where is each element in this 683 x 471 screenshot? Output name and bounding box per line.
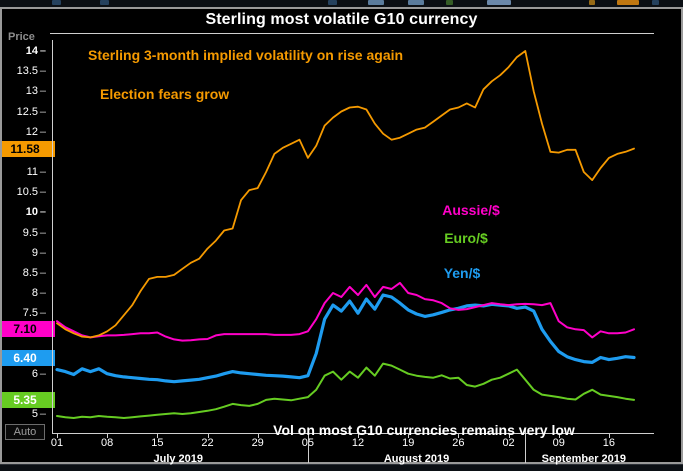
aussie-price-badge[interactable]: 7.10 bbox=[2, 321, 55, 338]
toolbar-icon-0[interactable] bbox=[52, 0, 61, 5]
x-tick-mark bbox=[508, 434, 510, 438]
x-tick-label-01: 01 bbox=[50, 437, 64, 449]
x-tick-mark bbox=[608, 434, 610, 438]
chart-panel bbox=[0, 7, 683, 464]
y-tick-7-5: 7.5– bbox=[22, 307, 46, 320]
y-tick-9-5: 9.5– bbox=[22, 226, 46, 239]
x-tick-label-22: 22 bbox=[201, 437, 214, 449]
legend-item-aussie: Aussie/$ bbox=[442, 202, 500, 218]
y-tick-9: 9– bbox=[31, 246, 46, 259]
annotation-headline: Sterling 3-month implied volatility on r… bbox=[88, 47, 404, 63]
x-tick-label-12: 12 bbox=[351, 437, 365, 449]
y-tick-8: 8– bbox=[31, 287, 46, 299]
x-tick-label-15: 15 bbox=[151, 437, 164, 449]
y-tick-12: 12– bbox=[25, 125, 46, 138]
x-tick-label-09: 09 bbox=[552, 437, 565, 449]
x-tick-label-29: 29 bbox=[251, 437, 264, 449]
yen-price-badge[interactable]: 6.40 bbox=[2, 349, 55, 366]
toolbar-icon-9[interactable] bbox=[652, 0, 659, 5]
toolbar-icon-5[interactable] bbox=[446, 0, 453, 5]
app-status-strip bbox=[0, 464, 683, 471]
y-tick-11: 11– bbox=[26, 166, 46, 178]
badge-pointer bbox=[48, 349, 55, 366]
y-axis-title: Price bbox=[8, 31, 35, 43]
y-tick-6: 6– bbox=[31, 367, 46, 380]
x-tick-label-08: 08 bbox=[101, 437, 114, 449]
x-tick-mark bbox=[558, 434, 560, 438]
toolbar-icon-4[interactable] bbox=[408, 0, 424, 5]
toolbar-icon-8[interactable] bbox=[617, 0, 639, 5]
title-divider bbox=[50, 33, 654, 34]
x-tick-mark bbox=[257, 434, 259, 438]
legend-item-euro: Euro/$ bbox=[444, 230, 488, 246]
y-tick-14: 14– bbox=[25, 45, 46, 57]
x-tick-mark bbox=[458, 434, 460, 438]
y-tick-12-5: 12.5– bbox=[16, 105, 46, 118]
x-tick-mark bbox=[107, 434, 109, 438]
annotation-footer: Vol on most G10 currencies remains very … bbox=[273, 422, 575, 438]
x-tick-mark bbox=[207, 434, 209, 438]
x-tick-mark bbox=[57, 434, 58, 438]
month-separator bbox=[307, 429, 309, 463]
x-month-label-0: July 2019 bbox=[153, 453, 204, 465]
toolbar-icon-6[interactable] bbox=[487, 0, 511, 5]
toolbar-icon-3[interactable] bbox=[368, 0, 384, 5]
badge-pointer bbox=[48, 140, 55, 157]
annotation-subhead: Election fears grow bbox=[100, 86, 230, 102]
x-tick-mark bbox=[358, 434, 360, 438]
x-tick-label-02: 02 bbox=[502, 437, 515, 449]
y-tick-13: 13– bbox=[25, 85, 46, 98]
y-tick-10-5: 10.5– bbox=[16, 186, 46, 199]
y-axis-line bbox=[52, 40, 53, 433]
x-tick-mark bbox=[157, 434, 159, 438]
badge-pointer bbox=[48, 391, 55, 408]
x-axis-line bbox=[52, 433, 654, 434]
y-tick-13-5: 13.5– bbox=[16, 65, 46, 78]
toolbar-icon-1[interactable] bbox=[100, 0, 109, 5]
legend-item-yen: Yen/$ bbox=[443, 265, 481, 281]
auto-scale-button[interactable]: Auto bbox=[5, 424, 45, 440]
page-title: Sterling most volatile G10 currency bbox=[205, 11, 478, 28]
x-month-label-2: September 2019 bbox=[541, 453, 627, 465]
y-tick-5: 5– bbox=[31, 408, 46, 420]
y-tick-8-5: 8.5– bbox=[22, 266, 46, 279]
month-separator bbox=[525, 429, 527, 463]
sterling-price-badge[interactable]: 11.58 bbox=[2, 140, 55, 157]
x-tick-label-19: 19 bbox=[402, 437, 415, 449]
toolbar-icon-2[interactable] bbox=[328, 0, 337, 5]
badge-pointer bbox=[48, 321, 55, 338]
y-tick-10: 10– bbox=[25, 206, 46, 219]
x-tick-label-16: 16 bbox=[602, 437, 616, 449]
app-toolbar-strip bbox=[0, 0, 683, 7]
x-tick-label-26: 26 bbox=[452, 437, 465, 449]
x-month-label-1: August 2019 bbox=[383, 453, 450, 465]
euro-price-badge[interactable]: 5.35 bbox=[2, 391, 55, 408]
toolbar-icon-7[interactable] bbox=[589, 0, 595, 5]
x-tick-mark bbox=[408, 434, 410, 438]
